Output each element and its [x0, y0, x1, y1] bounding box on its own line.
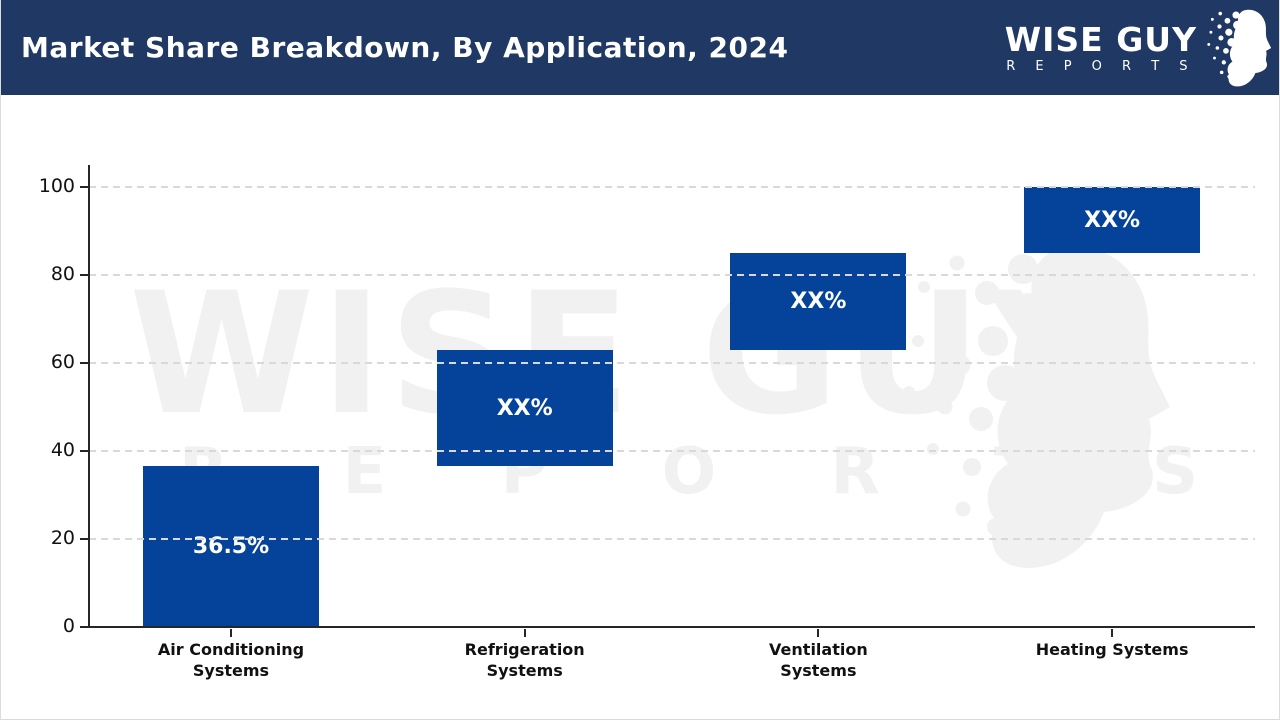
logo-wordmark: WISE GUY [1004, 19, 1197, 59]
x-axis-tick [817, 629, 820, 637]
grid-line [89, 186, 1255, 188]
x-category-label: Heating Systems [1035, 640, 1189, 659]
y-axis-tick [80, 450, 88, 452]
bar-value-label: XX% [1084, 207, 1141, 233]
y-axis-tick [80, 274, 88, 276]
bar: 36.5% [143, 466, 319, 627]
grid-line [89, 450, 1255, 452]
grid-line [89, 274, 1255, 276]
x-category-label: Refrigeration Systems [464, 640, 585, 680]
x-axis-tick [230, 629, 232, 637]
bar-value-label: XX% [496, 395, 553, 421]
wiseguy-logo-text: WISE GUY R E P O R T S [1004, 19, 1197, 75]
y-tick-label: 80 [50, 263, 75, 285]
y-tick-label: 100 [38, 175, 75, 197]
header-bar: Market Share Breakdown, By Application, … [1, 0, 1279, 95]
bar-value-label: XX% [790, 288, 847, 314]
page-title: Market Share Breakdown, By Application, … [21, 31, 789, 64]
bar: XX% [436, 349, 613, 467]
y-tick-label: 20 [50, 527, 75, 549]
logo-subtitle: R E P O R T S [1006, 59, 1196, 75]
bar: XX% [730, 253, 907, 350]
y-axis-tick [80, 538, 88, 540]
watermark-head-icon [903, 246, 1170, 568]
y-tick-label: 40 [50, 439, 75, 461]
y-axis-tick [80, 362, 88, 364]
y-tick-label: 60 [50, 351, 75, 373]
bar: XX% [1024, 187, 1201, 253]
x-category-label: Air Conditioning Systems [157, 640, 305, 680]
y-axis-tick [80, 186, 88, 188]
grid-line [89, 362, 1255, 364]
y-axis [88, 165, 90, 628]
x-axis-tick [523, 629, 526, 637]
grid-line [89, 538, 1255, 540]
wiseguy-logo: WISE GUY R E P O R T S [1005, 4, 1273, 92]
y-tick-label: 0 [62, 615, 75, 637]
x-axis-tick [1111, 629, 1114, 637]
x-category-label: Ventilation Systems [769, 640, 868, 680]
wiseguy-head-icon [1207, 9, 1272, 87]
y-axis-tick [80, 626, 88, 628]
x-axis [89, 626, 1255, 628]
